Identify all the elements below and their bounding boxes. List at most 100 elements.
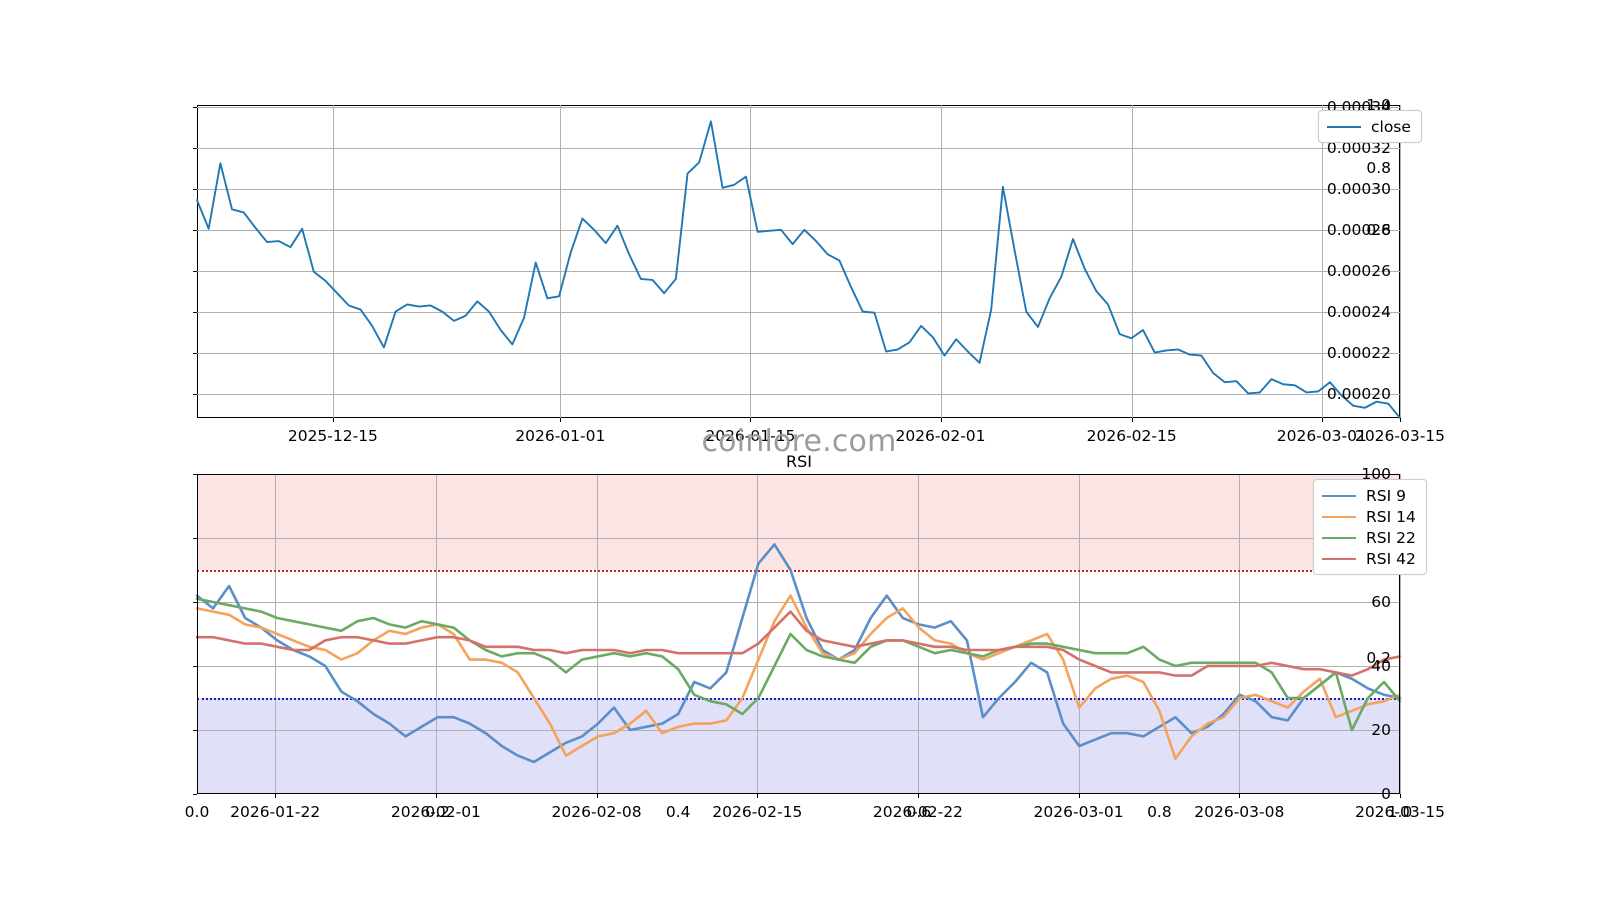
rsi-x-tick-label-secondary: 0.4 <box>665 803 691 821</box>
legend-swatch-rsi-9 <box>1322 494 1356 497</box>
rsi-x-tick-label-secondary: 0.2 <box>425 803 450 821</box>
rsi-x-tick-mark <box>1239 794 1241 798</box>
price-gridline-h <box>197 270 1400 272</box>
price-gridline-h <box>197 188 1400 190</box>
price-gridline-v <box>1131 105 1133 418</box>
price-x-tick-mark <box>1400 418 1401 422</box>
legend-swatch-close <box>1327 125 1361 128</box>
rsi-x-tick-label-secondary: 0.6 <box>906 803 932 821</box>
legend-label: RSI 14 <box>1366 507 1416 526</box>
price-x-tick-mark <box>940 418 942 422</box>
legend-item: RSI 14 <box>1322 506 1416 527</box>
rsi-y-tick-mark <box>193 730 197 731</box>
legend-item: RSI 42 <box>1322 548 1416 569</box>
price-chart-panel: 0.00034 0.00032 0.00030 0.00028 0.00026 0.000… <box>193 96 1445 445</box>
rsi-gridline-v <box>1239 474 1241 794</box>
legend-swatch-rsi-22 <box>1322 536 1356 539</box>
price-y-tick-mark <box>193 270 197 272</box>
price-y-tick-mark <box>193 352 197 354</box>
rsi-y-tick-mark <box>193 794 197 795</box>
price-gridline-v <box>560 105 562 418</box>
overbought-threshold-line <box>197 570 1400 572</box>
rsi-x-tick-label: 2026-02-01 <box>390 803 481 821</box>
rsi-gridline-h <box>197 730 1400 731</box>
rsi-x-tick-mark <box>435 794 437 798</box>
rsi-gridline-v <box>757 474 759 794</box>
price-gridline-v <box>940 105 942 418</box>
oversold-band <box>197 698 1400 794</box>
rsi-x-tick-label: 2026-02-08 <box>551 803 642 821</box>
price-x-tick-mark <box>750 418 752 422</box>
price-x-tick-label: 2026-02-01 <box>895 427 986 445</box>
rsi-gridline-v <box>917 474 919 794</box>
price-y-tick-label: 0.00020 <box>1326 384 1391 403</box>
price-gridline-h <box>197 148 1400 149</box>
price-y-tick-label: 0.00030 <box>1326 179 1391 198</box>
overbought-band <box>197 474 1400 570</box>
rsi-y-tick-mark <box>193 602 197 603</box>
rsi-chart-title: RSI <box>786 452 812 471</box>
rsi-x-tick-label: 2026-02-22 <box>872 803 963 821</box>
rsi-y-tick-label: 0 <box>1381 785 1391 803</box>
price-y-tick-mark <box>193 107 197 108</box>
rsi-gridline-h <box>197 666 1400 667</box>
price-gridline-h <box>197 352 1400 354</box>
oversold-threshold-line <box>197 698 1400 700</box>
price-y-tick-mark <box>193 311 197 313</box>
price-y-tick-label-secondary: 0.8 <box>1366 158 1391 177</box>
rsi-x-tick-mark <box>275 794 277 798</box>
price-x-tick-mark <box>1131 418 1133 422</box>
rsi-x-tick-label: 2026-03-15 <box>1354 803 1446 821</box>
price-gridline-v <box>750 105 752 418</box>
rsi-gridline-v <box>435 474 437 794</box>
price-x-tick-label: 2025-12-15 <box>287 427 378 445</box>
rsi-axes-frame <box>197 474 1400 794</box>
rsi-gridline-v <box>1078 474 1080 794</box>
legend-item: RSI 9 <box>1322 485 1416 506</box>
price-y-tick-label: 0.00026 <box>1326 261 1391 280</box>
price-gridline-h <box>197 393 1400 395</box>
price-x-tick-mark <box>560 418 562 422</box>
price-x-tick-label: 2026-03-01 <box>1276 427 1367 445</box>
price-axes-frame <box>197 105 1400 418</box>
rsi-y-tick-label-secondary: 0.2 <box>1366 649 1391 667</box>
rsi-series-plot <box>195 543 1402 764</box>
rsi-y-tick-mark <box>193 666 197 667</box>
price-x-tick-label: 2026-01-01 <box>515 427 606 445</box>
rsi-line-rsi-42 <box>195 610 1402 677</box>
legend-item: RSI 22 <box>1322 527 1416 548</box>
price-legend: close <box>1318 110 1422 143</box>
price-y-tick-label-secondary: 0.6 <box>1366 221 1391 240</box>
legend-label: close <box>1371 117 1411 136</box>
rsi-y-tick-mark <box>193 474 197 475</box>
rsi-x-tick-label-secondary: 1.0 <box>1387 803 1413 821</box>
legend-label: RSI 22 <box>1366 528 1416 547</box>
price-y-tick-mark <box>193 229 197 231</box>
rsi-x-tick-label: 2026-03-08 <box>1194 803 1285 821</box>
rsi-gridline-h <box>197 538 1400 539</box>
rsi-gridline-v <box>596 474 598 794</box>
legend-swatch-rsi-42 <box>1322 557 1356 560</box>
rsi-x-tick-label: 2026-02-15 <box>712 803 803 821</box>
legend-item: close <box>1327 116 1411 137</box>
rsi-y-tick-label: 60 <box>1371 593 1391 611</box>
price-series-plot <box>196 120 1401 419</box>
legend-label: RSI 42 <box>1366 549 1416 568</box>
rsi-x-tick-mark <box>596 794 598 798</box>
price-y-tick-label-secondary: 1.0 <box>1366 96 1391 114</box>
close-line <box>196 120 1401 419</box>
rsi-line-rsi-22 <box>195 597 1402 732</box>
price-y-tick-label: 0.00022 <box>1326 343 1391 362</box>
rsi-x-tick-mark <box>1400 794 1401 798</box>
price-y-tick-label: 0.00024 <box>1326 302 1391 321</box>
price-gridline-v <box>1321 105 1323 418</box>
rsi-y-tick-label: 20 <box>1371 721 1391 739</box>
price-gridline-v <box>1400 105 1401 418</box>
price-gridline-h <box>197 107 1400 108</box>
price-x-tick-mark <box>1321 418 1323 422</box>
price-y-tick-mark <box>193 148 197 149</box>
rsi-legend: RSI 9 RSI 14 RSI 22 RSI 42 <box>1313 479 1427 575</box>
price-y-tick-mark <box>193 188 197 190</box>
legend-label: RSI 9 <box>1366 486 1406 505</box>
